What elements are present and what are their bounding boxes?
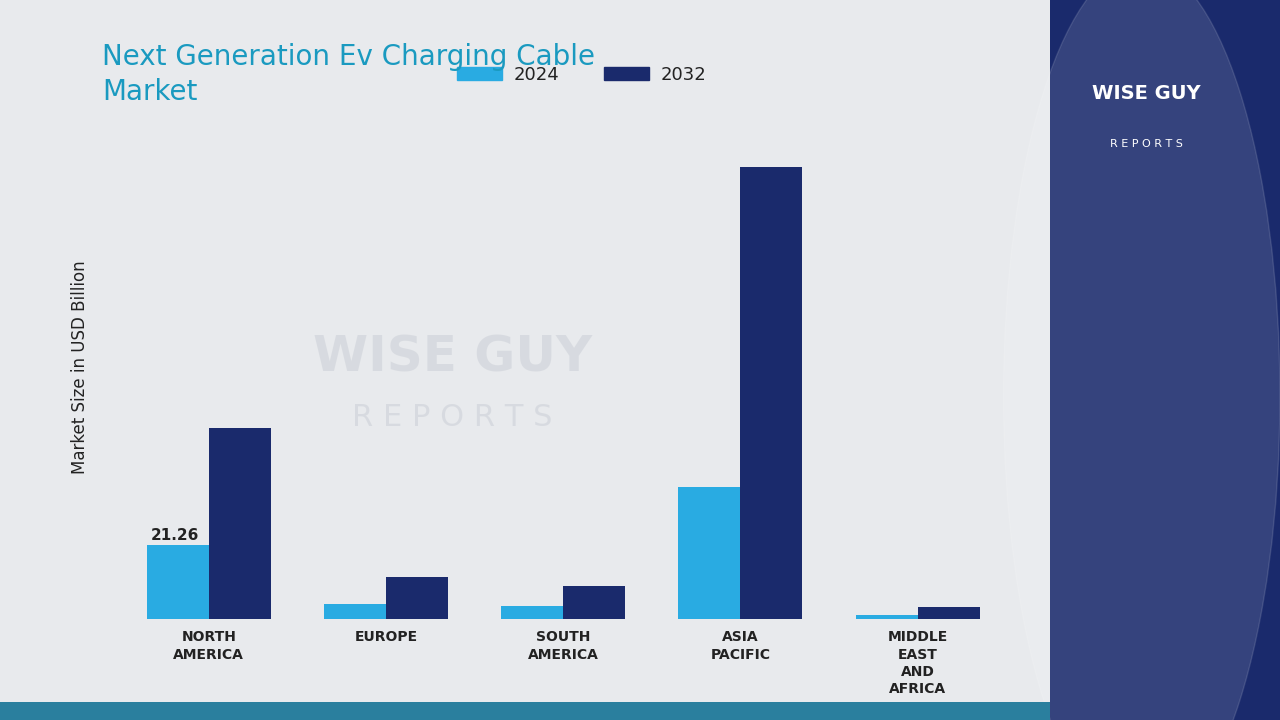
Bar [324,603,387,619]
Bar [740,167,803,619]
Bar [678,487,740,619]
Circle shape [1004,0,1280,720]
Legend: 2024, 2032: 2024, 2032 [451,59,713,91]
Text: R E P O R T S: R E P O R T S [352,403,553,432]
Text: 21.26: 21.26 [151,528,200,543]
Bar [918,607,979,619]
Bar [209,428,271,619]
Bar [387,577,448,619]
Text: R E P O R T S: R E P O R T S [1110,139,1183,149]
Text: Next Generation Ev Charging Cable
Market: Next Generation Ev Charging Cable Market [102,43,595,106]
Text: WISE GUY: WISE GUY [1092,84,1201,103]
Bar [147,545,209,619]
Y-axis label: Market Size in USD Billion: Market Size in USD Billion [70,261,88,474]
Text: WISE GUY: WISE GUY [314,333,593,381]
Bar [563,586,625,619]
Bar [855,615,918,619]
Bar [502,606,563,619]
